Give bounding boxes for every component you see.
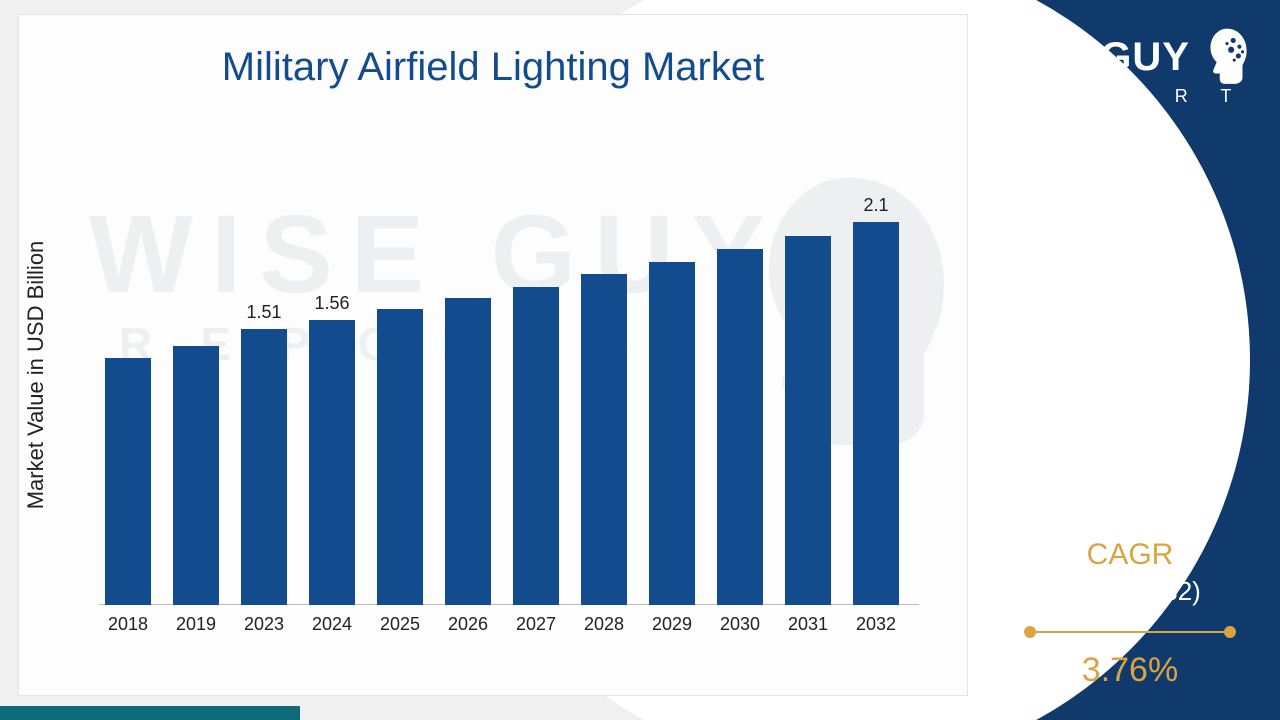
bar xyxy=(785,236,831,605)
bar xyxy=(445,298,491,605)
cagr-range: (2019-2032) xyxy=(980,576,1280,607)
logo-word-wise: WISE xyxy=(988,35,1094,80)
y-axis-label: Market Value in USD Billion xyxy=(23,175,49,575)
bar-chart: 201820191.5120231.5620242025202620272028… xyxy=(99,185,919,605)
cagr-title: CAGR xyxy=(980,538,1280,572)
bar-value-label: 2.1 xyxy=(836,195,916,216)
bar xyxy=(717,249,763,605)
head-icon xyxy=(1196,26,1258,88)
bar xyxy=(173,346,219,605)
bottom-accent-strip xyxy=(0,706,300,720)
cagr-value: 3.76% xyxy=(980,651,1280,690)
bar xyxy=(581,274,627,605)
bar xyxy=(513,287,559,605)
bar xyxy=(241,329,287,605)
bar xyxy=(377,309,423,605)
logo-subtext: R E P O R T S xyxy=(992,86,1258,128)
bar xyxy=(649,262,695,605)
chart-card: Military Airfield Lighting Market WISE G… xyxy=(18,14,968,696)
cagr-divider xyxy=(1030,631,1230,633)
bar xyxy=(853,222,899,605)
cagr-block: CAGR (2019-2032) 3.76% xyxy=(980,538,1280,690)
bar xyxy=(105,358,151,605)
bar-value-label: 1.56 xyxy=(292,293,372,314)
brand-logo: WISE GUY R E P O R T S xyxy=(988,26,1258,128)
logo-word-guy: GUY xyxy=(1100,35,1190,80)
bar xyxy=(309,320,355,605)
stage: Military Airfield Lighting Market WISE G… xyxy=(0,0,1280,720)
chart-title: Military Airfield Lighting Market xyxy=(19,45,967,90)
bar-x-label: 2032 xyxy=(836,614,916,635)
logo-line1: WISE GUY xyxy=(988,26,1258,88)
